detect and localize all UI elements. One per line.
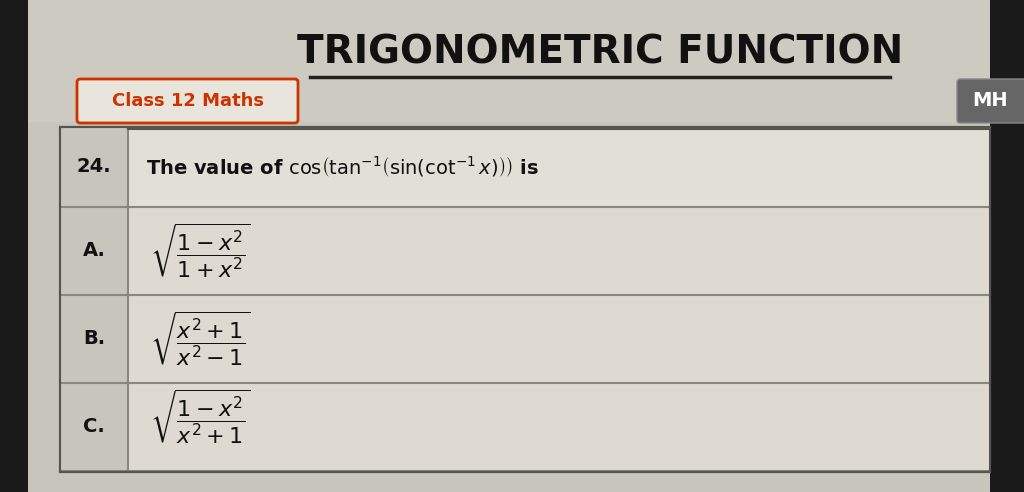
Bar [128,127,990,207]
FancyBboxPatch shape [957,79,1024,123]
Bar [128,383,990,471]
Bar [60,383,128,471]
Bar [60,207,128,295]
Text: Class 12 Maths: Class 12 Maths [112,92,263,110]
Text: $\sqrt{\dfrac{1-x^2}{x^2+1}}$: $\sqrt{\dfrac{1-x^2}{x^2+1}}$ [150,387,251,446]
Bar [60,295,128,383]
Bar [0,0,28,492]
Bar [128,207,990,295]
Text: The value of $\cos\!\left(\tan^{-1}\!\left(\sin(\cot^{-1}x)\right)\right)$ is: The value of $\cos\!\left(\tan^{-1}\!\le… [146,155,540,179]
Text: $\sqrt{\dfrac{1-x^2}{1+x^2}}$: $\sqrt{\dfrac{1-x^2}{1+x^2}}$ [150,221,251,280]
Text: MH: MH [972,92,1008,111]
Text: A.: A. [83,242,105,260]
Bar [60,127,990,472]
Bar [60,127,128,207]
Text: TRIGONOMETRIC FUNCTION: TRIGONOMETRIC FUNCTION [297,33,903,71]
Bar [990,0,1024,492]
Text: 24.: 24. [77,157,112,177]
Bar [128,295,990,383]
Bar [28,0,990,122]
Text: B.: B. [83,330,105,348]
FancyBboxPatch shape [77,79,298,123]
Text: C.: C. [83,418,104,436]
Text: $\sqrt{\dfrac{x^2+1}{x^2-1}}$: $\sqrt{\dfrac{x^2+1}{x^2-1}}$ [150,309,251,369]
